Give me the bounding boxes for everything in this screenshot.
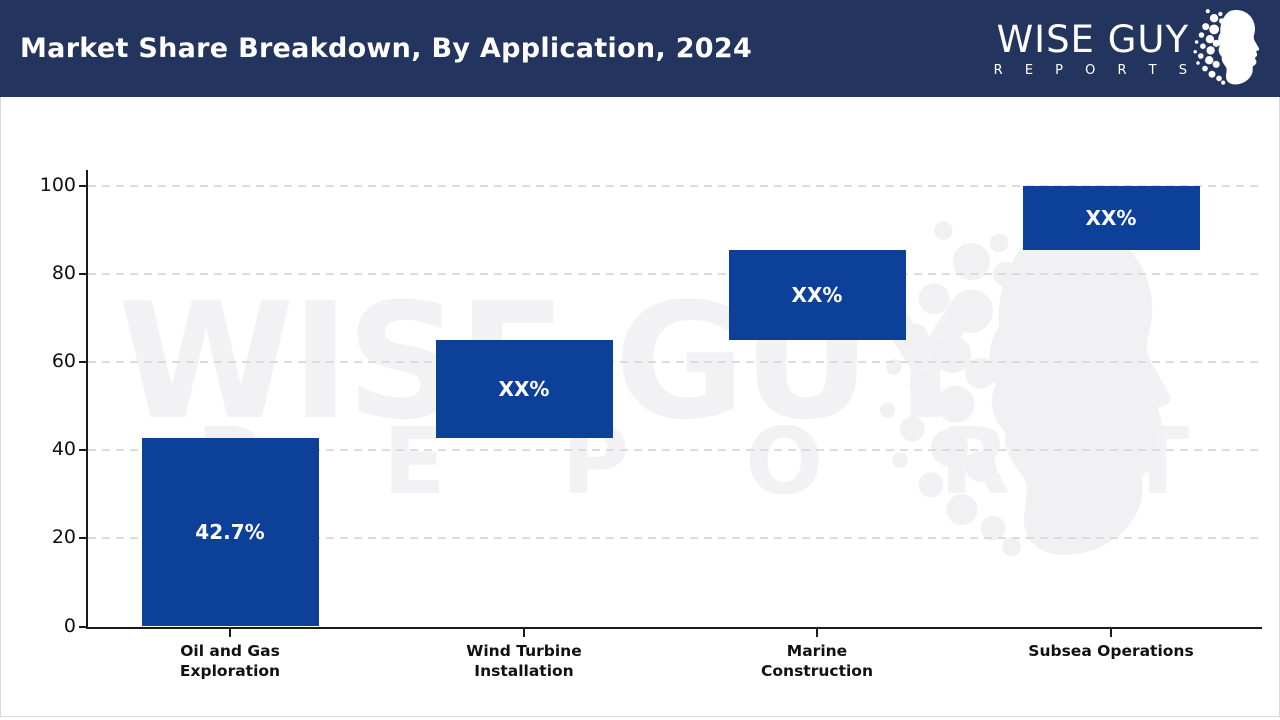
header-bar: Market Share Breakdown, By Application, …: [0, 0, 1280, 97]
y-axis-tick: [79, 273, 88, 276]
brand-name: WISE GUY: [996, 17, 1190, 61]
brand-logo: WISE GUY R E P O R T S: [990, 0, 1262, 97]
gridline: [88, 185, 1262, 187]
bar-value-label: XX%: [1085, 206, 1137, 231]
x-axis-category-label: Marine Construction: [761, 641, 873, 680]
y-axis-tick: [79, 361, 88, 364]
x-axis-tick: [816, 628, 818, 637]
y-axis-tick: [79, 185, 88, 187]
x-axis-line: [86, 626, 1262, 629]
bar-segment: 42.7%: [141, 438, 319, 627]
page-title: Market Share Breakdown, By Application, …: [20, 33, 753, 64]
bar-value-label: XX%: [498, 377, 550, 402]
x-axis-tick: [229, 628, 231, 637]
gridline: [88, 361, 1262, 364]
y-axis-tick-label: 80: [51, 262, 76, 285]
bar-value-label: XX%: [791, 283, 843, 308]
x-axis-category-label: Wind Turbine Installation: [466, 641, 582, 680]
x-axis-category-label: Oil and Gas Exploration: [179, 641, 281, 680]
y-axis-tick: [79, 537, 88, 540]
x-axis-tick: [1110, 628, 1112, 637]
bar-segment: XX%: [728, 250, 906, 341]
gridline: [88, 537, 1262, 540]
y-axis-tick-label: 100: [39, 174, 76, 196]
bar-segment: XX%: [1022, 186, 1200, 251]
bar-segment: XX%: [435, 340, 613, 439]
y-axis-tick-label: 60: [51, 350, 76, 373]
gridline: [88, 449, 1262, 452]
gridline: [88, 273, 1262, 276]
bar-value-label: 42.7%: [195, 520, 265, 545]
y-axis-tick: [79, 449, 88, 452]
y-axis-tick-label: 20: [51, 526, 76, 549]
x-axis-category-label: Subsea Operations: [1028, 641, 1194, 660]
frame-border-left: [0, 97, 1, 717]
brand-wordmark: WISE GUY R E P O R T S: [990, 21, 1196, 77]
y-axis-line: [86, 170, 88, 629]
x-axis-tick: [523, 628, 525, 637]
y-axis-tick: [79, 625, 88, 628]
y-axis-tick-label: 0: [63, 614, 76, 637]
y-axis-tick-label: 40: [51, 438, 76, 461]
brand-subname: R E P O R T S: [993, 62, 1196, 78]
frame-border-bottom: [0, 716, 1280, 717]
